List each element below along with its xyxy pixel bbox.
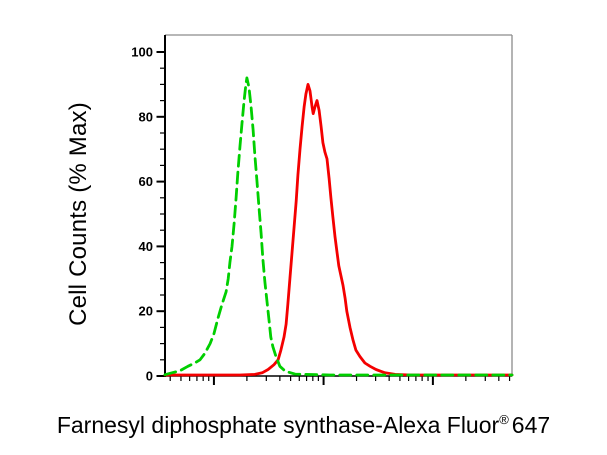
y-tick-label: 80 [139, 109, 153, 124]
series-negative-control-curve [163, 76, 514, 377]
y-axis-title: Cell Counts (% Max) [65, 102, 92, 326]
caption-text: Farnesyl diphosphate synthase-Alexa Fluo… [56, 412, 500, 438]
series-fdps-alexa-fluor-647-curve [163, 83, 514, 377]
y-tick-label: 20 [139, 304, 153, 319]
x-axis-caption: Farnesyl diphosphate synthase-Alexa Fluo… [0, 412, 607, 439]
y-tick-label: 40 [139, 239, 153, 254]
y-tick-label: 0 [146, 369, 153, 384]
y-tick-label: 60 [139, 174, 153, 189]
y-tick-label: 100 [131, 45, 153, 60]
registered-trademark-symbol: ® [499, 412, 509, 427]
caption-suffix: 647 [511, 412, 551, 438]
